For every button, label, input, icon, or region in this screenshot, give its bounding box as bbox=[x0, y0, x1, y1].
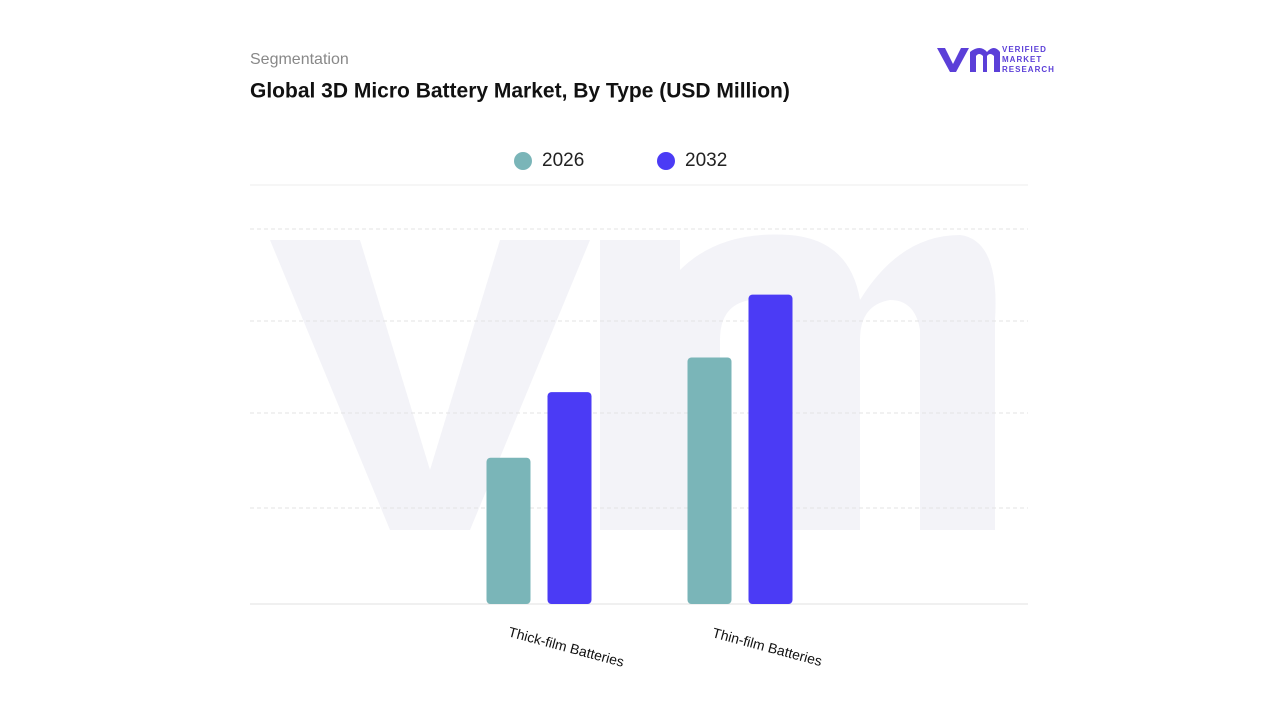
legend-marker bbox=[514, 152, 532, 170]
x-tick-label: Thick-film Batteries bbox=[507, 624, 626, 670]
legend-marker bbox=[657, 152, 675, 170]
logo-text: RESEARCH bbox=[1002, 65, 1055, 74]
bar bbox=[547, 392, 592, 604]
logo-text: MARKET bbox=[1002, 55, 1042, 64]
legend-label: 2026 bbox=[542, 150, 584, 171]
bar bbox=[486, 457, 531, 604]
logo: VERIFIED MARKET RESEARCH bbox=[937, 45, 1055, 74]
bar bbox=[687, 357, 732, 604]
chart-title: Global 3D Micro Battery Market, By Type … bbox=[250, 80, 790, 103]
legend-label: 2032 bbox=[685, 150, 727, 171]
x-tick-label: Thin-film Batteries bbox=[711, 624, 824, 669]
bar bbox=[748, 294, 793, 604]
subtitle: Segmentation bbox=[250, 51, 349, 68]
watermark bbox=[270, 234, 996, 530]
logo-text: VERIFIED bbox=[1002, 45, 1047, 54]
